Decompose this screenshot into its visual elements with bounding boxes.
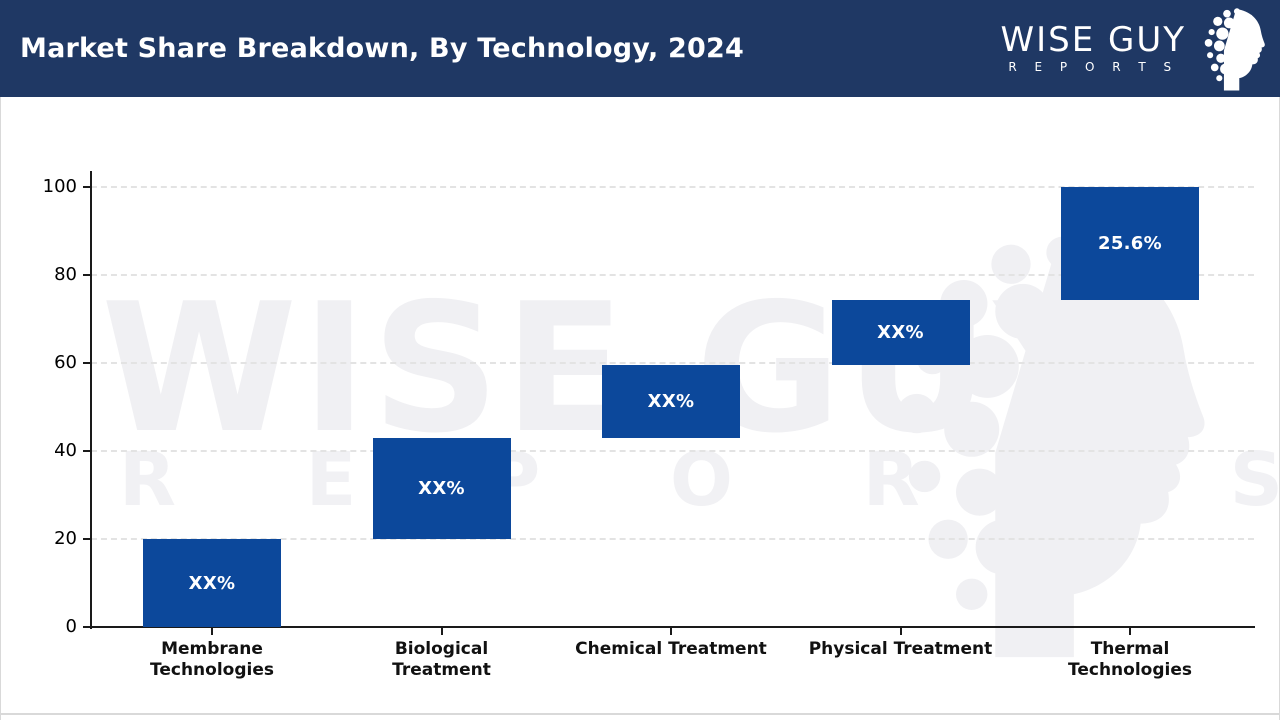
bar-value-label: 25.6% bbox=[1098, 232, 1162, 254]
y-tick-label: 40 bbox=[54, 440, 77, 461]
chart-area: WISE GUY R E P O R T S 0 20 40 60 80 100 XX% Me… bbox=[0, 97, 1280, 720]
bar-value-label: XX% bbox=[418, 477, 465, 499]
y-gridline bbox=[91, 186, 1254, 188]
y-tick-mark bbox=[83, 450, 91, 452]
wiseguy-head-icon bbox=[1204, 7, 1265, 90]
y-tick-label: 80 bbox=[54, 264, 77, 285]
waterfall-bar: XX% bbox=[143, 539, 281, 627]
y-tick-mark bbox=[83, 362, 91, 364]
x-tick-label: Physical Treatment bbox=[808, 639, 993, 659]
x-axis-line bbox=[90, 626, 1255, 628]
x-tick-mark bbox=[899, 627, 902, 635]
y-gridline bbox=[91, 538, 1254, 540]
y-tick-mark bbox=[83, 626, 91, 628]
y-tick-mark bbox=[83, 186, 91, 188]
y-tick-label: 60 bbox=[54, 352, 77, 373]
waterfall-bar: XX% bbox=[372, 437, 511, 539]
x-tick-mark bbox=[670, 627, 672, 635]
y-gridline bbox=[91, 450, 1254, 452]
x-tick-mark bbox=[440, 627, 443, 635]
logo-subtext: R E P O R T S bbox=[1008, 60, 1179, 75]
y-gridline bbox=[91, 362, 1254, 364]
header: Market Share Breakdown, By Technology, 2… bbox=[0, 0, 1280, 97]
x-tick-mark bbox=[211, 627, 213, 635]
y-tick-label: 20 bbox=[54, 528, 77, 549]
wiseguy-logo: WISE GUY R E P O R T S bbox=[1000, 6, 1266, 92]
x-tick-mark bbox=[1129, 627, 1131, 635]
y-gridline bbox=[91, 274, 1254, 276]
y-axis-line bbox=[90, 171, 92, 629]
y-tick-label: 100 bbox=[42, 176, 77, 197]
x-tick-label: Biological Treatment bbox=[392, 639, 491, 681]
waterfall-bar: XX% bbox=[602, 365, 740, 438]
y-tick-label: 0 bbox=[65, 616, 77, 637]
y-tick-mark bbox=[83, 274, 91, 276]
x-tick-label: Chemical Treatment bbox=[575, 639, 767, 659]
y-tick-mark bbox=[83, 538, 91, 540]
bar-value-label: XX% bbox=[647, 390, 695, 412]
waterfall-bar: 25.6% bbox=[1061, 187, 1199, 300]
x-tick-label: Thermal Technologies bbox=[1068, 639, 1192, 681]
page-bottom-divider bbox=[0, 713, 1280, 715]
waterfall-chart: 0 20 40 60 80 100 XX% Membrane Technologies XX% B… bbox=[1, 97, 1280, 720]
logo-text: WISE GUY R E P O R T S bbox=[1000, 19, 1186, 75]
waterfall-bar: XX% bbox=[831, 299, 970, 366]
bar-value-label: XX% bbox=[188, 572, 236, 594]
x-tick-label: Membrane Technologies bbox=[150, 639, 274, 681]
bar-value-label: XX% bbox=[877, 321, 924, 343]
page-title: Market Share Breakdown, By Technology, 2… bbox=[20, 33, 745, 64]
logo-wordmark: WISE GUY bbox=[1000, 19, 1186, 60]
